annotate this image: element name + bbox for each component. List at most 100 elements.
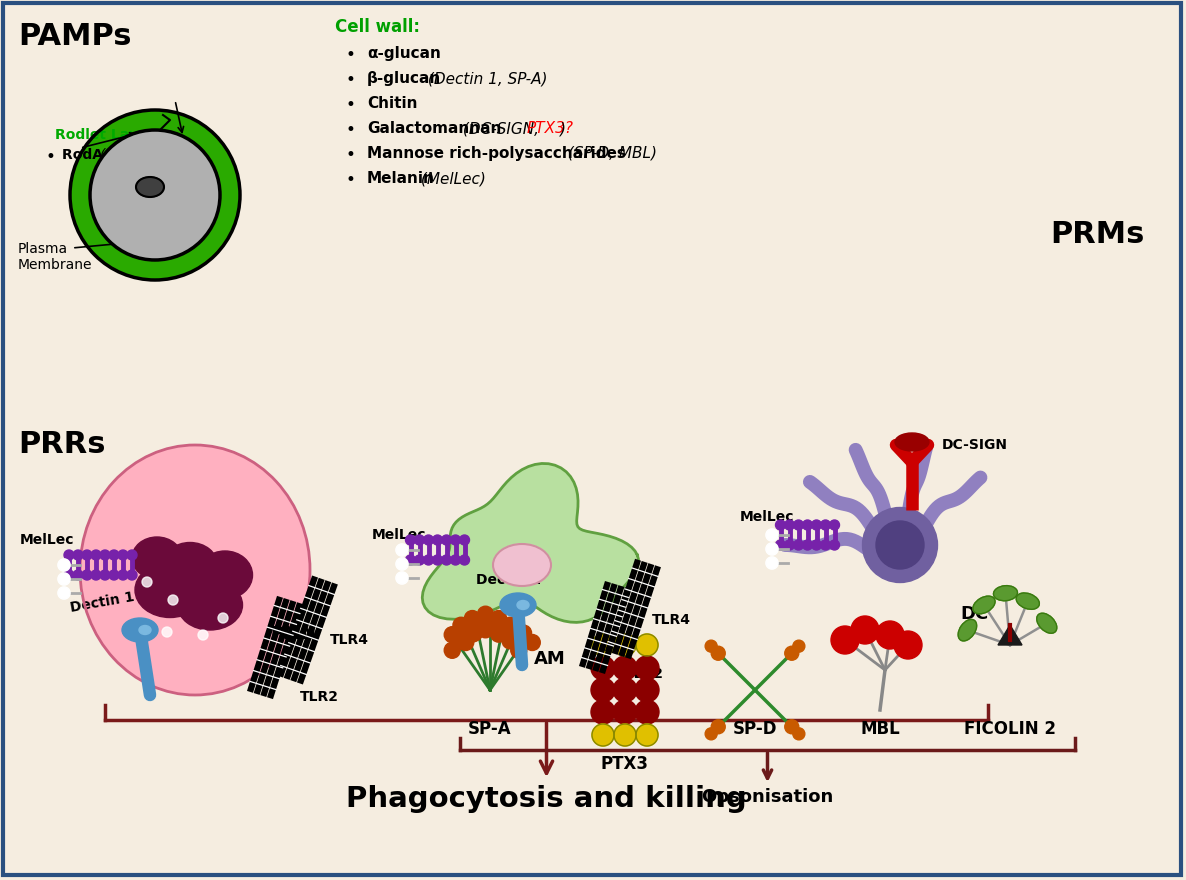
Circle shape: [396, 544, 408, 556]
Polygon shape: [997, 625, 1022, 645]
Circle shape: [406, 535, 415, 545]
Circle shape: [441, 555, 452, 565]
Text: MelLec: MelLec: [20, 533, 75, 547]
Circle shape: [712, 720, 725, 734]
Circle shape: [423, 535, 434, 545]
Text: PTX3: PTX3: [601, 755, 649, 773]
Ellipse shape: [958, 620, 976, 641]
Text: Mannose rich-polysaccharides: Mannose rich-polysaccharides: [366, 146, 626, 161]
Ellipse shape: [135, 562, 205, 618]
Ellipse shape: [79, 445, 310, 695]
Polygon shape: [422, 464, 638, 622]
Circle shape: [821, 540, 830, 550]
Text: Rodlet Layer: Rodlet Layer: [55, 128, 154, 142]
Circle shape: [465, 611, 480, 627]
Circle shape: [451, 535, 460, 545]
Circle shape: [829, 520, 840, 530]
Circle shape: [74, 570, 83, 580]
Text: ): ): [560, 121, 566, 136]
Circle shape: [491, 614, 506, 630]
Circle shape: [803, 520, 812, 530]
Circle shape: [74, 550, 83, 560]
Circle shape: [82, 570, 93, 580]
Text: •: •: [345, 146, 355, 164]
Circle shape: [502, 617, 518, 634]
Text: TLR4: TLR4: [652, 613, 691, 627]
Ellipse shape: [895, 433, 929, 451]
Circle shape: [591, 700, 616, 724]
Text: Plasma: Plasma: [18, 242, 68, 256]
Circle shape: [127, 570, 138, 580]
Circle shape: [459, 555, 470, 565]
Circle shape: [168, 595, 178, 605]
Circle shape: [793, 520, 803, 530]
Circle shape: [117, 570, 128, 580]
Ellipse shape: [122, 618, 158, 642]
Circle shape: [466, 625, 483, 641]
Text: PTX3?: PTX3?: [527, 121, 573, 136]
Text: Opsonisation: Opsonisation: [701, 788, 834, 806]
Circle shape: [458, 634, 473, 650]
Ellipse shape: [198, 551, 253, 599]
Text: MelLec: MelLec: [372, 528, 427, 542]
Circle shape: [592, 724, 614, 746]
Text: Dectin 1: Dectin 1: [69, 590, 135, 615]
Text: (SP-D, MBL): (SP-D, MBL): [563, 146, 657, 161]
Circle shape: [635, 700, 659, 724]
Ellipse shape: [493, 544, 551, 586]
Text: TLR2: TLR2: [625, 667, 664, 681]
Circle shape: [706, 640, 718, 652]
Circle shape: [524, 634, 541, 650]
Ellipse shape: [178, 580, 242, 630]
Circle shape: [831, 626, 859, 654]
Circle shape: [592, 634, 614, 656]
Circle shape: [876, 621, 904, 649]
Text: MBL: MBL: [860, 720, 900, 738]
Text: AM: AM: [534, 650, 566, 668]
Circle shape: [504, 619, 521, 634]
Circle shape: [821, 520, 830, 530]
Text: Cell wall:: Cell wall:: [334, 18, 420, 36]
Circle shape: [635, 656, 659, 680]
Circle shape: [776, 520, 785, 530]
Ellipse shape: [500, 593, 536, 617]
Circle shape: [766, 543, 778, 555]
Circle shape: [614, 724, 636, 746]
Circle shape: [706, 728, 718, 740]
Ellipse shape: [136, 177, 164, 197]
Text: TLR2: TLR2: [300, 690, 339, 704]
Circle shape: [591, 678, 616, 702]
Text: α-glucan: α-glucan: [366, 46, 441, 61]
Circle shape: [614, 634, 636, 656]
Text: FICOLIN 2: FICOLIN 2: [964, 720, 1056, 738]
Circle shape: [613, 678, 637, 702]
Circle shape: [453, 617, 468, 634]
Circle shape: [516, 625, 531, 641]
Circle shape: [636, 724, 658, 746]
Circle shape: [784, 520, 795, 530]
Circle shape: [58, 573, 70, 585]
Circle shape: [785, 720, 798, 734]
Circle shape: [100, 570, 110, 580]
Circle shape: [511, 627, 527, 642]
Text: β-glucan: β-glucan: [366, 71, 441, 86]
Text: MelLec: MelLec: [740, 510, 795, 524]
Circle shape: [100, 550, 110, 560]
Circle shape: [91, 570, 101, 580]
Circle shape: [613, 700, 637, 724]
Circle shape: [811, 520, 822, 530]
Circle shape: [64, 550, 74, 560]
Circle shape: [423, 555, 434, 565]
Text: SP-D: SP-D: [733, 720, 777, 738]
Ellipse shape: [139, 626, 151, 634]
Circle shape: [142, 577, 152, 587]
Text: (MelLec): (MelLec): [416, 171, 486, 186]
Circle shape: [459, 535, 470, 545]
Text: •: •: [45, 148, 55, 166]
Circle shape: [766, 529, 778, 541]
Circle shape: [502, 633, 518, 649]
Circle shape: [414, 535, 425, 545]
Circle shape: [218, 613, 228, 623]
Circle shape: [58, 559, 70, 571]
Circle shape: [445, 642, 460, 658]
